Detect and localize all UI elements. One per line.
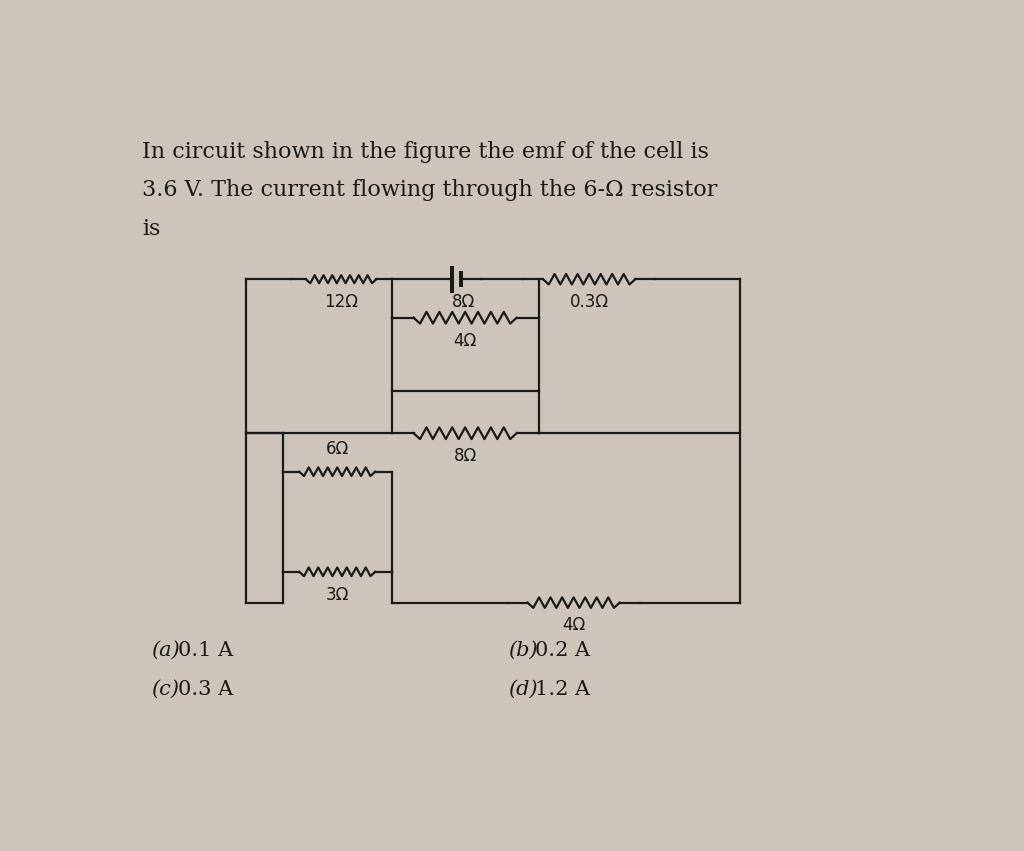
Text: (a): (a) — [152, 641, 180, 660]
Text: 8Ω: 8Ω — [454, 447, 477, 465]
Text: 3Ω: 3Ω — [326, 585, 349, 603]
Text: 6Ω: 6Ω — [326, 440, 349, 458]
Text: 3.6 V. The current flowing through the 6-Ω resistor: 3.6 V. The current flowing through the 6… — [142, 179, 718, 201]
Text: 4Ω: 4Ω — [454, 332, 477, 350]
Text: 0.3Ω: 0.3Ω — [569, 293, 608, 311]
Text: (c): (c) — [152, 680, 179, 699]
Text: 12Ω: 12Ω — [325, 293, 358, 311]
Text: 0.3 A: 0.3 A — [178, 680, 233, 699]
Text: 8Ω: 8Ω — [452, 293, 475, 311]
Text: 0.2 A: 0.2 A — [535, 641, 590, 660]
Text: 1.2 A: 1.2 A — [535, 680, 590, 699]
Text: (d): (d) — [508, 680, 538, 699]
Text: is: is — [142, 218, 161, 240]
Text: 4Ω: 4Ω — [562, 616, 586, 635]
Text: In circuit shown in the figure the emf of the cell is: In circuit shown in the figure the emf o… — [142, 140, 709, 163]
Text: 0.1 A: 0.1 A — [178, 641, 233, 660]
Text: (b): (b) — [508, 641, 538, 660]
